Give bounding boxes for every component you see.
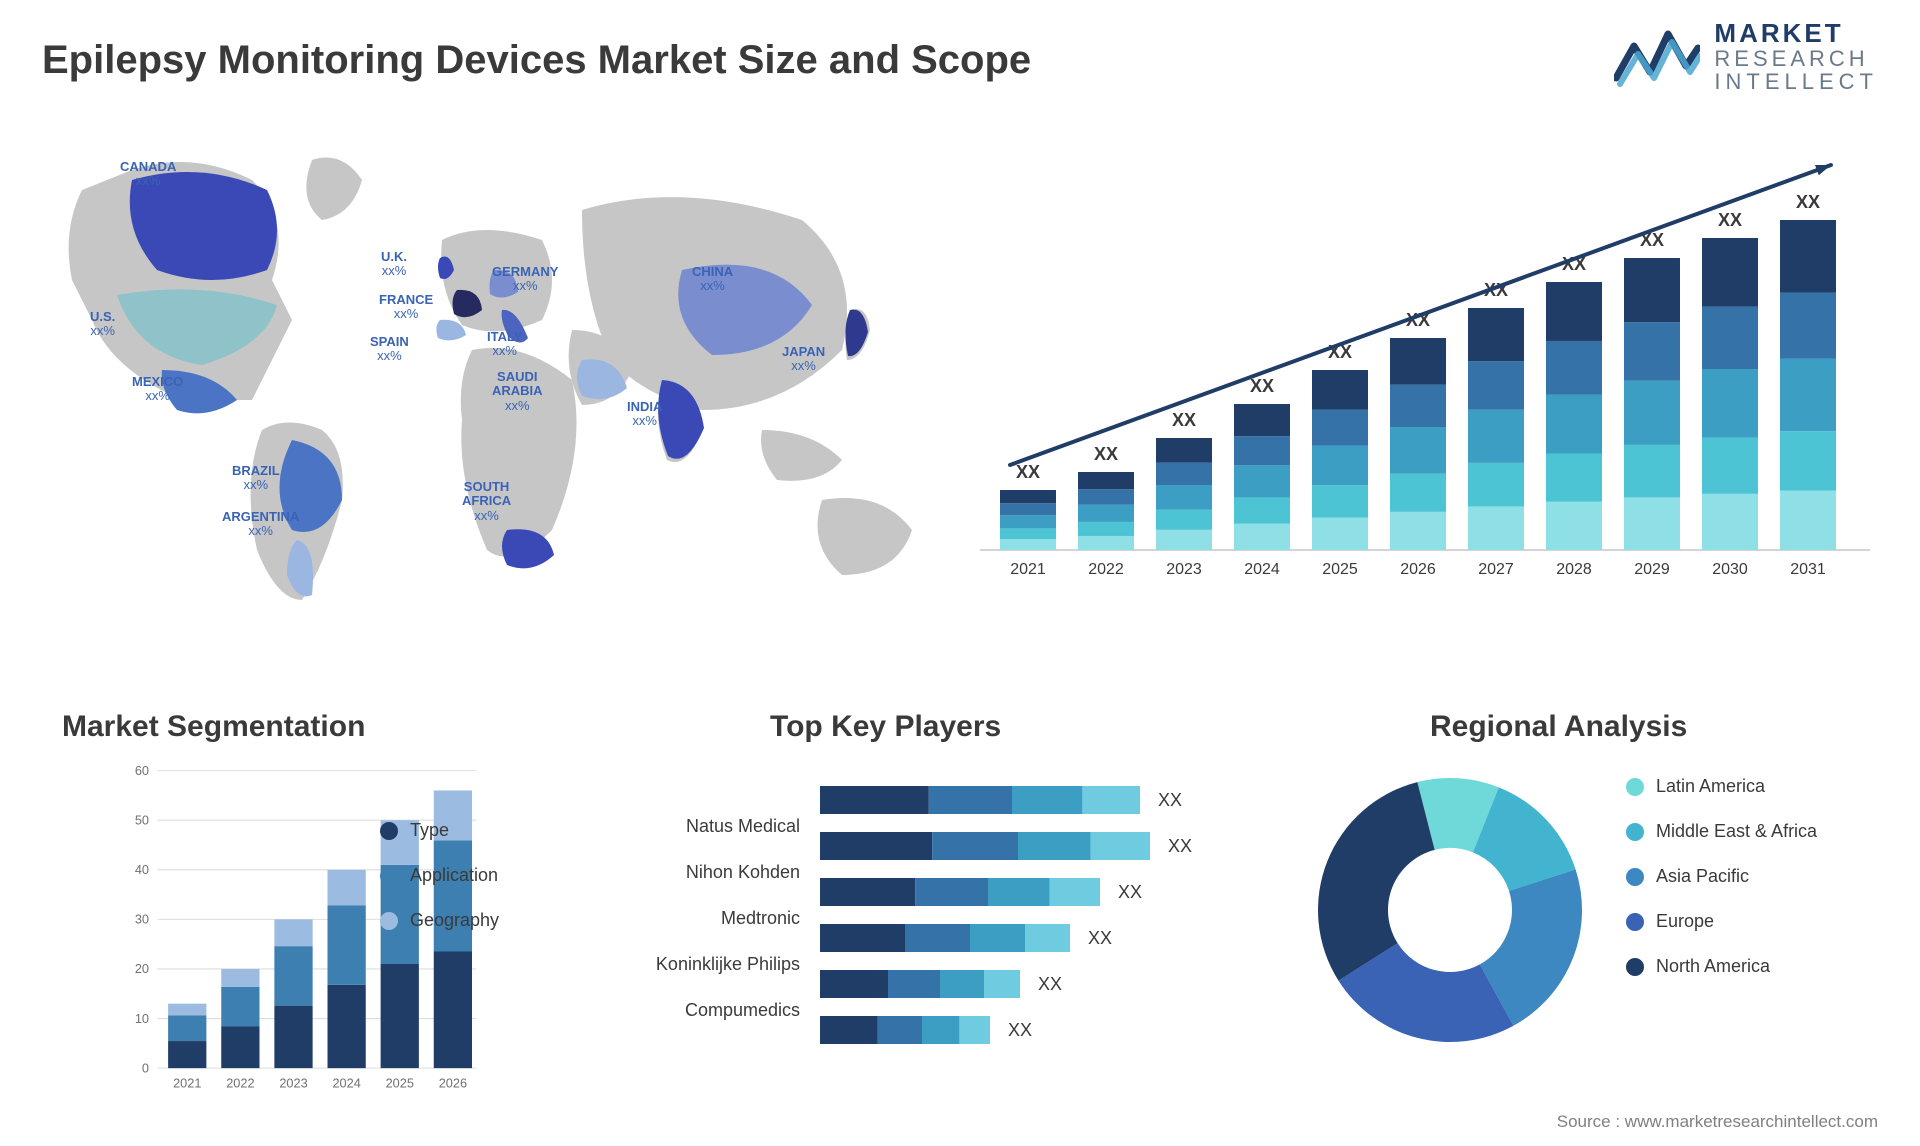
svg-text:2031: 2031 [1790, 561, 1826, 578]
player-label: Medtronic [610, 904, 800, 932]
svg-text:0: 0 [142, 1060, 149, 1075]
legend-swatch [380, 822, 398, 840]
brand-line1: MARKET [1714, 20, 1878, 47]
svg-text:2030: 2030 [1712, 561, 1748, 578]
svg-text:XX: XX [1118, 882, 1142, 902]
brand-mark-icon [1614, 26, 1700, 88]
legend-item: Asia Pacific [1626, 866, 1817, 887]
player-label: Nihon Kohden [610, 858, 800, 886]
svg-text:2028: 2028 [1556, 561, 1592, 578]
legend-item: Type [380, 820, 499, 841]
svg-text:XX: XX [1008, 1020, 1032, 1040]
legend-label: Application [410, 865, 498, 886]
country-label: FRANCExx% [379, 293, 433, 322]
player-label [610, 766, 800, 794]
svg-text:XX: XX [1016, 462, 1040, 482]
svg-text:XX: XX [1094, 444, 1118, 464]
country-label: SPAINxx% [370, 335, 409, 364]
country-label: INDIAxx% [627, 400, 662, 429]
svg-text:2021: 2021 [173, 1075, 201, 1090]
legend-swatch [380, 912, 398, 930]
country-label: ARGENTINAxx% [222, 510, 299, 539]
svg-text:XX: XX [1168, 836, 1192, 856]
legend-label: Type [410, 820, 449, 841]
players-chart: Natus Medical Nihon Kohden Medtronic Konink… [610, 760, 1250, 1100]
legend-label: Middle East & Africa [1656, 821, 1817, 842]
world-map: CANADAxx% U.S.xx% MEXICOxx% BRAZILxx% ARGENT… [42, 130, 962, 630]
svg-text:XX: XX [1088, 928, 1112, 948]
svg-text:XX: XX [1796, 192, 1820, 212]
svg-text:2024: 2024 [1244, 561, 1280, 578]
legend-item: Latin America [1626, 776, 1817, 797]
legend-swatch [1626, 868, 1644, 886]
svg-text:XX: XX [1158, 790, 1182, 810]
svg-text:2024: 2024 [332, 1075, 360, 1090]
legend-swatch [1626, 823, 1644, 841]
svg-text:60: 60 [135, 763, 149, 778]
svg-text:XX: XX [1172, 410, 1196, 430]
country-label: BRAZILxx% [232, 464, 280, 493]
country-label: MEXICOxx% [132, 375, 183, 404]
brand-line3: INTELLECT [1714, 70, 1878, 93]
country-label: CANADAxx% [120, 160, 176, 189]
svg-text:30: 30 [135, 912, 149, 927]
svg-text:2026: 2026 [1400, 561, 1436, 578]
svg-text:2025: 2025 [1322, 561, 1358, 578]
segmentation-legend: Type Application Geography [380, 820, 499, 931]
svg-text:2021: 2021 [1010, 561, 1046, 578]
country-label: ITALYxx% [487, 330, 522, 359]
legend-item: Europe [1626, 911, 1817, 932]
legend-label: Geography [410, 910, 499, 931]
svg-text:2023: 2023 [1166, 561, 1202, 578]
svg-text:2026: 2026 [439, 1075, 467, 1090]
legend-label: Asia Pacific [1656, 866, 1749, 887]
svg-text:50: 50 [135, 812, 149, 827]
svg-text:XX: XX [1250, 376, 1274, 396]
country-label: JAPANxx% [782, 345, 825, 374]
donut-chart [1300, 760, 1600, 1060]
country-label: SAUDIARABIAxx% [492, 370, 543, 413]
svg-text:40: 40 [135, 862, 149, 877]
segmentation-title: Market Segmentation [62, 710, 365, 744]
brand-line2: RESEARCH [1714, 47, 1878, 70]
player-label: Compumedics [610, 996, 800, 1024]
legend-label: Europe [1656, 911, 1714, 932]
source-line: Source : www.marketresearchintellect.com [1557, 1112, 1878, 1132]
svg-text:20: 20 [135, 961, 149, 976]
player-label: Natus Medical [610, 812, 800, 840]
country-label: U.K.xx% [381, 250, 407, 279]
legend-swatch [1626, 913, 1644, 931]
legend-item: Middle East & Africa [1626, 821, 1817, 842]
legend-swatch [1626, 778, 1644, 796]
legend-label: North America [1656, 956, 1770, 977]
brand-logo: MARKET RESEARCH INTELLECT [1614, 20, 1878, 93]
svg-text:2022: 2022 [1088, 561, 1124, 578]
svg-text:2027: 2027 [1478, 561, 1514, 578]
svg-text:2029: 2029 [1634, 561, 1670, 578]
svg-text:XX: XX [1718, 210, 1742, 230]
svg-text:10: 10 [135, 1011, 149, 1026]
player-label: Koninklijke Philips [610, 950, 800, 978]
country-label: GERMANYxx% [492, 265, 558, 294]
donut-legend: Latin America Middle East & Africa Asia Pa… [1626, 776, 1817, 977]
country-label: CHINAxx% [692, 265, 733, 294]
country-label: SOUTHAFRICAxx% [462, 480, 511, 523]
legend-item: Geography [380, 910, 499, 931]
forecast-bar-chart: XX2021XX2022XX2023XX2024XX2025XX2026XX20… [980, 160, 1870, 590]
regional-title: Regional Analysis [1430, 710, 1687, 744]
legend-swatch [380, 867, 398, 885]
country-label: U.S.xx% [90, 310, 115, 339]
legend-item: Application [380, 865, 499, 886]
svg-text:2023: 2023 [279, 1075, 307, 1090]
svg-text:XX: XX [1038, 974, 1062, 994]
svg-text:2025: 2025 [386, 1075, 414, 1090]
legend-swatch [1626, 958, 1644, 976]
regional-donut-block: Latin America Middle East & Africa Asia Pa… [1300, 760, 1880, 1100]
legend-label: Latin America [1656, 776, 1765, 797]
page-title: Epilepsy Monitoring Devices Market Size … [42, 38, 1031, 83]
svg-text:2022: 2022 [226, 1075, 254, 1090]
legend-item: North America [1626, 956, 1817, 977]
players-title: Top Key Players [770, 710, 1001, 744]
